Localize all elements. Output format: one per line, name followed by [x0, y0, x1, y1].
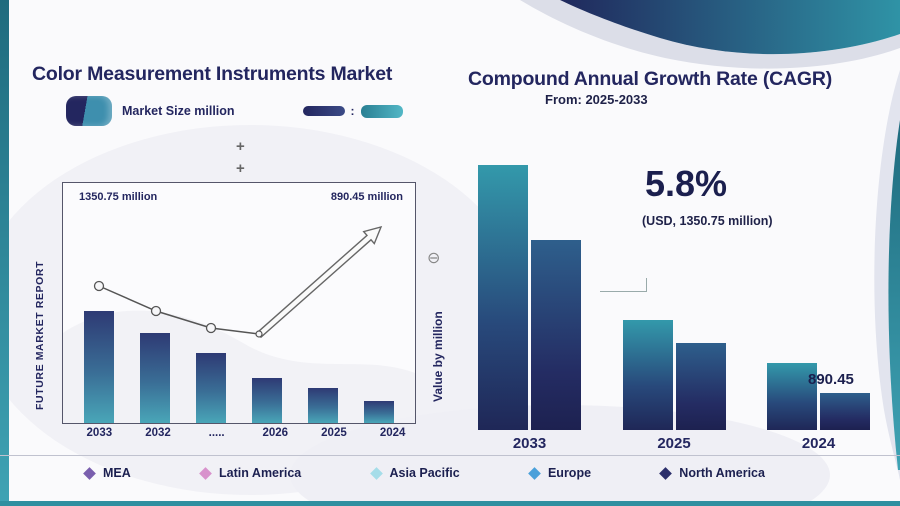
bar-2025-primary — [622, 320, 673, 430]
legend-diamond-icon — [369, 466, 383, 480]
value-callout: 890.45 — [808, 371, 854, 388]
legend-item-north-america: North America — [659, 466, 765, 480]
legend-diamond-icon — [659, 466, 673, 480]
legend-item-asia-pacific: Asia Pacific — [369, 466, 460, 480]
scale-pills-icon: : — [302, 104, 403, 118]
bar-2033-primary — [478, 165, 528, 430]
bar-group-2033: 2033 — [478, 165, 581, 456]
bar-2025 — [308, 388, 338, 423]
bar-2033 — [84, 311, 114, 423]
trend-arrow-icon — [93, 225, 383, 339]
teal-pill-icon — [360, 104, 403, 118]
right-chart-subtitle: From: 2025-2033 — [545, 92, 648, 107]
x-axis-labels: 2033 2032..... 2026 2025 2024 — [70, 427, 422, 439]
bar-2025-secondary — [675, 343, 726, 430]
divider — [0, 455, 900, 456]
x-tick-label: 2033 — [86, 427, 113, 439]
x-tick-label: 2025 — [657, 435, 691, 452]
x-tick-label: 2024 — [801, 435, 836, 452]
legend-label: North America — [679, 466, 765, 480]
navy-pill-icon — [302, 106, 345, 116]
annotation-start-value: 1350.75 million — [79, 191, 158, 203]
cagr-value: 5.8% — [645, 163, 728, 204]
x-tick-label: 2025 — [321, 427, 347, 439]
bar-2032 — [140, 333, 170, 423]
legend-item-europe: Europe — [528, 466, 592, 480]
legend-item-mea: MEA — [83, 466, 131, 480]
bar-2024-secondary — [820, 393, 870, 430]
plus-icon: + — [236, 138, 245, 155]
bar-2033-secondary — [531, 240, 581, 430]
legend-item-latin-america: Latin America — [199, 466, 302, 480]
x-tick-label: ..... — [208, 427, 225, 439]
bar-2024 — [364, 401, 394, 423]
market-size-label: Market Size million — [122, 104, 235, 118]
x-tick-label: 2033 — [512, 435, 547, 452]
plus-icon: + — [236, 160, 245, 177]
circle-minus-icon: ⊖ — [427, 250, 441, 267]
cagr-detail: (USD, 1350.75 million) — [642, 214, 773, 228]
brand-vertical-text: FUTURE MARKET REPORT — [34, 260, 46, 410]
legend-label: Latin America — [219, 466, 302, 480]
legend-label: MEA — [103, 466, 131, 480]
market-size-legend: Market Size million : — [66, 96, 403, 126]
bar-..... — [196, 353, 226, 423]
x-tick-label: 2024 — [379, 427, 406, 439]
right-chart-title: Compound Annual Growth Rate (CAGR) — [468, 68, 833, 91]
y-axis-label: Value by million — [431, 311, 445, 402]
bar-group-2025: 2025 — [622, 320, 726, 456]
annotation-end-value: 890.45 million — [330, 191, 403, 203]
bar-2026 — [252, 378, 282, 423]
legend-label: Europe — [547, 466, 592, 480]
market-size-icon — [66, 96, 112, 126]
market-size-chart: 1350.75 million 890.45 million — [62, 182, 416, 424]
cagr-chart: 2033 2025 2024 — [478, 138, 870, 456]
bar-2024-primary — [767, 363, 817, 430]
legend-diamond-icon — [528, 466, 541, 480]
bar-group-2024: 2024 — [767, 363, 870, 456]
bar-series — [71, 183, 407, 423]
x-tick-label: 2026 — [262, 427, 289, 439]
legend-label: Asia Pacific — [389, 466, 460, 480]
legend-diamond-icon — [83, 466, 96, 480]
x-tick-label: 2032 — [145, 427, 171, 439]
region-legend: MEA Latin America Asia Pacific Europe North … — [83, 466, 765, 480]
step-line-decor — [600, 278, 647, 292]
legend-diamond-icon — [199, 466, 212, 480]
colon-separator: : — [350, 104, 355, 118]
left-chart-title: Color Measurement Instruments Market — [32, 63, 393, 86]
